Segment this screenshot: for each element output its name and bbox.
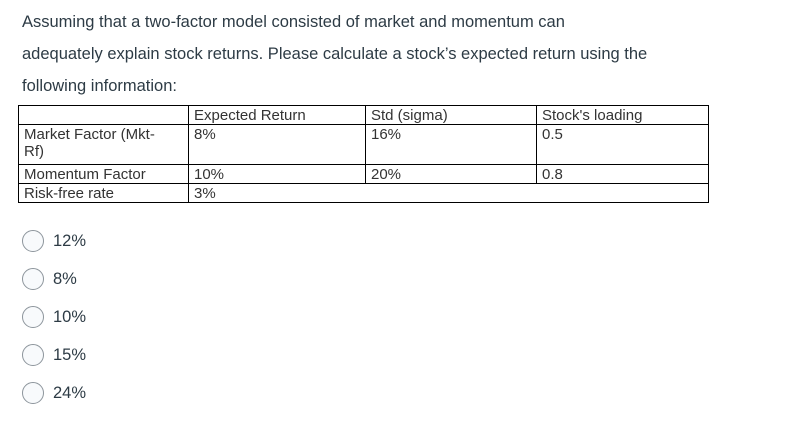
cell-loading: 0.5	[536, 124, 709, 165]
cell-factor: Momentum Factor	[18, 164, 189, 184]
cell-factor: Market Factor (Mkt-Rf)	[18, 124, 189, 165]
answer-option[interactable]: 8%	[22, 268, 810, 290]
answer-option-label: 8%	[53, 269, 77, 288]
header-stocks-loading: Stock's loading	[536, 105, 709, 125]
table-header-row: Expected Return Std (sigma) Stock's load…	[18, 105, 709, 125]
question-line: Assuming that a two-factor model consist…	[22, 13, 565, 31]
factor-info-table: Expected Return Std (sigma) Stock's load…	[18, 105, 709, 203]
radio-button[interactable]	[22, 268, 44, 290]
answer-option-label: 10%	[53, 307, 87, 326]
cell-std: 20%	[365, 164, 537, 184]
answer-option[interactable]: 12%	[22, 230, 810, 252]
answer-option-label: 24%	[53, 383, 87, 402]
header-std-sigma: Std (sigma)	[365, 105, 537, 125]
answer-option-label: 12%	[53, 231, 87, 250]
question-line: adequately explain stock returns. Please…	[22, 45, 648, 63]
answer-option[interactable]: 24%	[22, 382, 810, 404]
table-row: Momentum Factor 10% 20% 0.8	[18, 164, 709, 184]
answer-option[interactable]: 15%	[22, 344, 810, 366]
question-line: following information:	[22, 77, 177, 95]
answer-options: 12% 8% 10% 15% 24%	[22, 230, 810, 404]
cell-std: 16%	[365, 124, 537, 165]
radio-button[interactable]	[22, 382, 44, 404]
cell-expected-return: 10%	[188, 164, 366, 184]
cell-expected-return: 3%	[188, 183, 709, 203]
radio-button[interactable]	[22, 306, 44, 328]
header-expected-return: Expected Return	[188, 105, 366, 125]
answer-option[interactable]: 10%	[22, 306, 810, 328]
table-row: Market Factor (Mkt-Rf) 8% 16% 0.5	[18, 124, 709, 165]
table-row: Risk-free rate 3%	[18, 183, 709, 203]
cell-loading: 0.8	[536, 164, 709, 184]
radio-button[interactable]	[22, 230, 44, 252]
question-text: Assuming that a two-factor model consist…	[22, 6, 767, 102]
header-blank-cell	[18, 105, 189, 125]
radio-button[interactable]	[22, 344, 44, 366]
answer-option-label: 15%	[53, 345, 87, 364]
cell-expected-return: 8%	[188, 124, 366, 165]
cell-factor: Risk-free rate	[18, 183, 189, 203]
